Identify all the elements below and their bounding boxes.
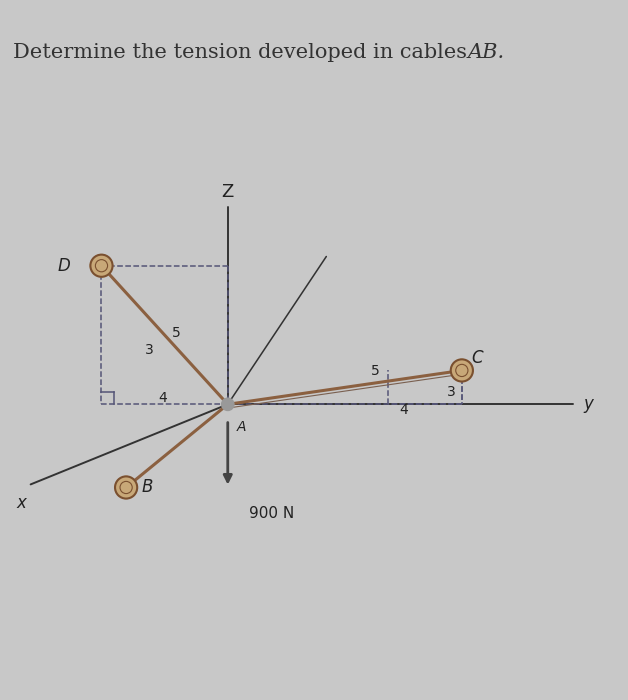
Circle shape — [90, 255, 112, 276]
Text: AB.: AB. — [468, 43, 505, 62]
Text: y: y — [583, 395, 593, 413]
Text: 3: 3 — [447, 385, 455, 399]
Circle shape — [222, 398, 234, 410]
Text: Determine the tension developed in cables: Determine the tension developed in cable… — [13, 43, 473, 62]
Text: 900 N: 900 N — [249, 506, 295, 521]
Text: 4: 4 — [159, 391, 168, 405]
Text: 5: 5 — [371, 365, 380, 379]
Text: A: A — [237, 420, 247, 434]
Text: B: B — [141, 479, 153, 496]
Text: 5: 5 — [172, 326, 181, 340]
Text: Z: Z — [222, 183, 234, 201]
Text: C: C — [471, 349, 483, 367]
Circle shape — [451, 359, 473, 382]
Text: 4: 4 — [399, 403, 408, 417]
Text: 3: 3 — [145, 343, 154, 357]
Text: D: D — [58, 257, 71, 274]
Text: x: x — [16, 494, 26, 512]
Circle shape — [115, 477, 137, 498]
